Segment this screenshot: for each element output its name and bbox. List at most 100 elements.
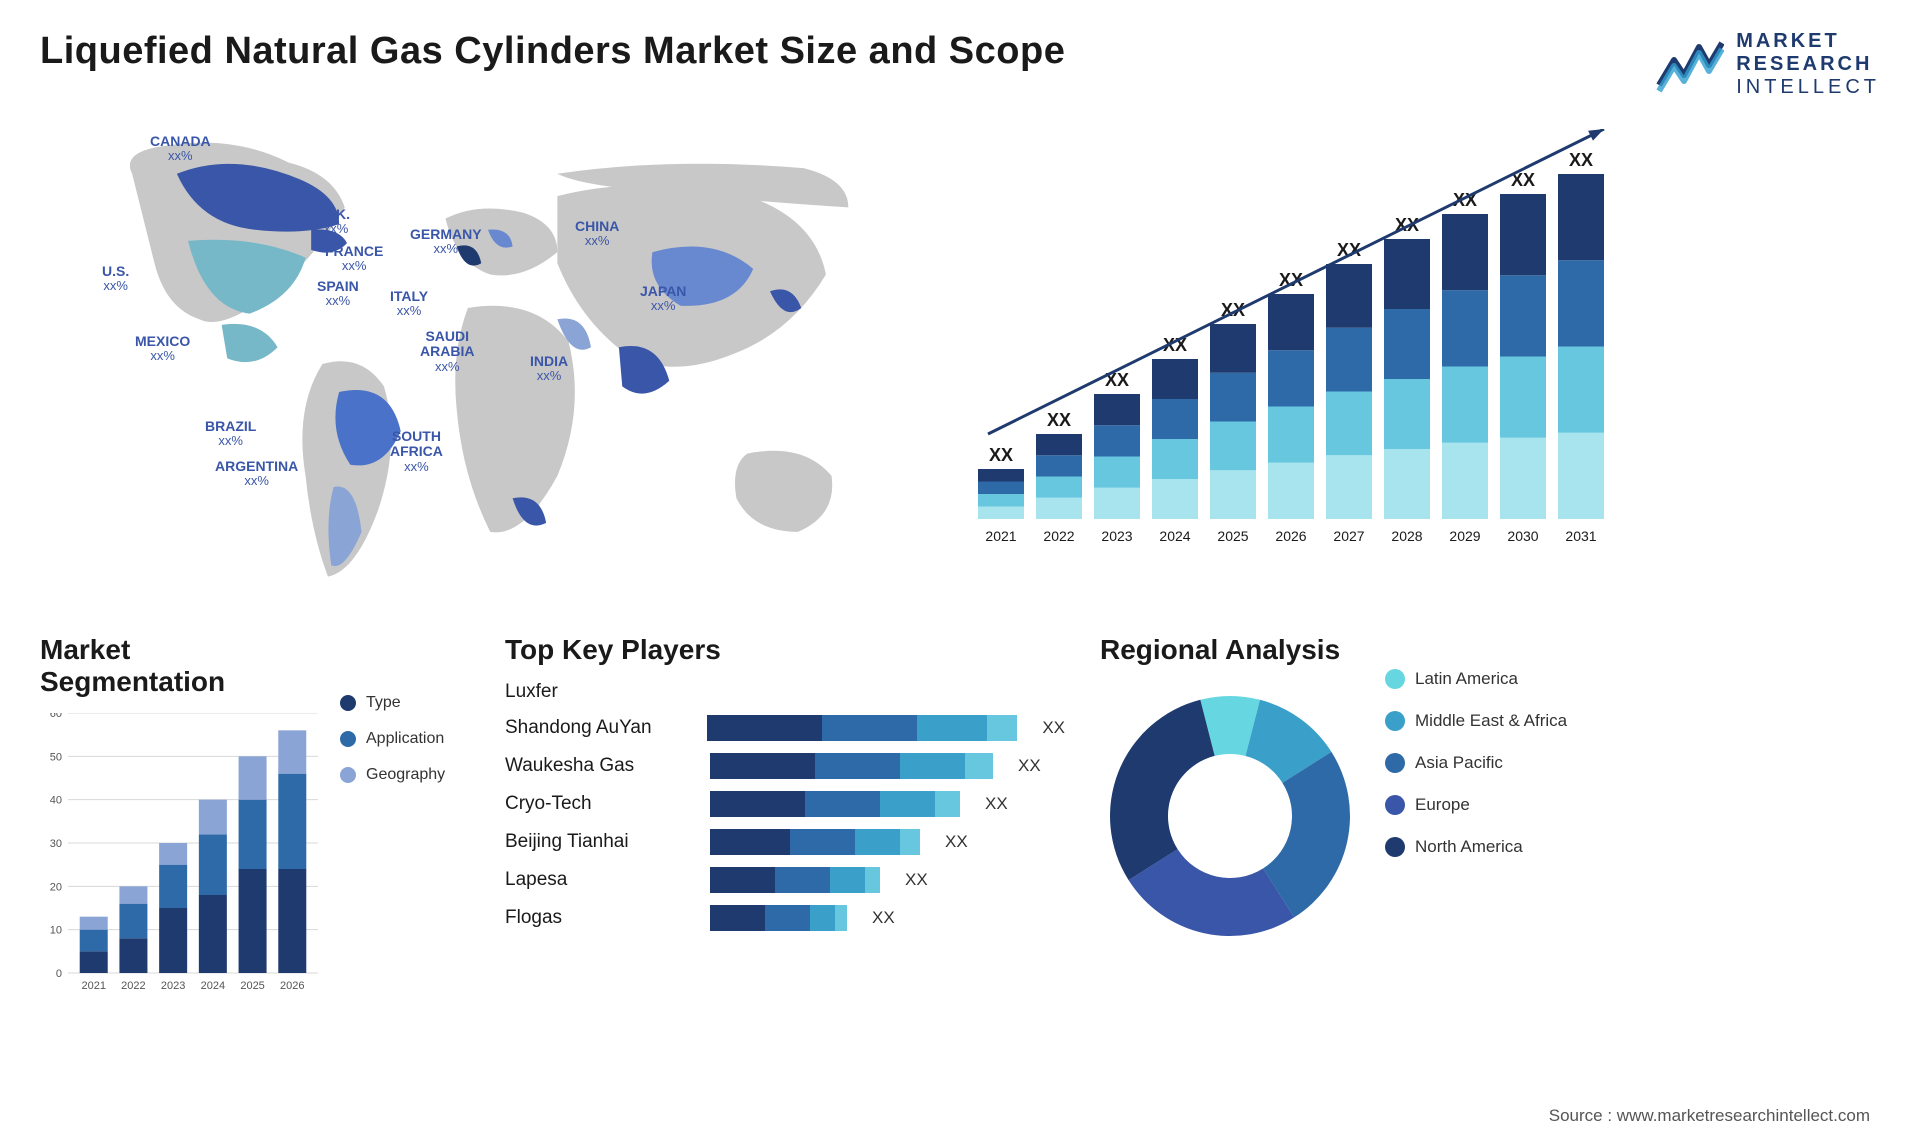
forecast-year-2031: 2031 [1565,528,1596,544]
forecast-bar-2023-seg3 [1094,394,1140,425]
map-label-saudi-arabia: SAUDIARABIAxx% [420,329,474,374]
svg-text:2024: 2024 [201,980,225,992]
seg-bar-2026-1 [278,774,306,869]
forecast-year-2023: 2023 [1101,528,1132,544]
svg-text:10: 10 [50,925,62,937]
forecast-bar-2031-seg2 [1558,260,1604,346]
map-label-spain: SPAINxx% [317,279,359,309]
forecast-bar-2030-seg0 [1500,438,1546,519]
player-row-shandong-auyan: Shandong AuYan XX [505,715,1065,741]
svg-text:2022: 2022 [121,980,145,992]
forecast-bar-2026-seg0 [1268,463,1314,519]
forecast-bar-2021-seg0 [978,507,1024,520]
seg-legend-application: Application [340,730,470,748]
player-row-luxfer: Luxfer [505,681,1065,703]
forecast-bar-2029-seg0 [1442,443,1488,519]
map-label-u-s-: U.S.xx% [102,264,129,294]
svg-text:2021: 2021 [81,980,105,992]
players-list: Luxfer Shandong AuYan XX Waukesha GasXX Cryo… [505,681,1065,931]
forecast-bar-label-2021: XX [989,445,1013,465]
players-panel: Top Key Players Luxfer Shandong AuYan XX Wa… [505,634,1065,1014]
forecast-bar-2027-seg3 [1326,264,1372,328]
players-title: Top Key Players [505,634,1065,666]
svg-text:40: 40 [50,795,62,807]
forecast-bar-2026-seg3 [1268,294,1314,350]
forecast-year-2029: 2029 [1449,528,1480,544]
trend-arrowhead [1588,129,1604,141]
player-value-flogas: XX [872,908,895,928]
seg-bar-2022-1 [119,904,147,939]
forecast-bar-2024-seg3 [1152,359,1198,399]
player-label-flogas: Flogas [505,907,695,929]
svg-text:2023: 2023 [161,980,185,992]
svg-text:2026: 2026 [280,980,304,992]
player-row-flogas: Flogas XX [505,905,1065,931]
map-label-canada: CANADAxx% [150,134,211,164]
map-label-u-k-: U.K.xx% [322,207,350,237]
seg-bar-2025-1 [239,800,267,869]
segmentation-legend: TypeApplicationGeography [340,634,470,1014]
forecast-bar-2022-seg1 [1036,477,1082,498]
player-label-beijing-tianhai: Beijing Tianhai [505,831,695,853]
seg-bar-2025-2 [239,756,267,799]
world-map-panel: CANADAxx%U.S.xx%MEXICOxx%BRAZILxx%ARGENT… [40,129,918,599]
player-row-waukesha-gas: Waukesha GasXX [505,753,1065,779]
world-map [40,129,918,599]
regional-title: Regional Analysis [1100,634,1360,666]
map-label-south-africa: SOUTHAFRICAxx% [390,429,443,474]
player-bar-beijing-tianhai [710,829,920,855]
player-value-cryo-tech: XX [985,794,1008,814]
map-label-italy: ITALYxx% [390,289,428,319]
player-value-beijing-tianhai: XX [945,832,968,852]
page-title: Liquefied Natural Gas Cylinders Market S… [40,30,1065,73]
forecast-bar-2031-seg1 [1558,347,1604,433]
region-legend-asia-pacific: Asia Pacific [1385,753,1585,773]
player-label-lapesa: Lapesa [505,869,695,891]
map-label-argentina: ARGENTINAxx% [215,459,298,489]
forecast-bar-2021-seg3 [978,469,1024,482]
player-row-cryo-tech: Cryo-TechXX [505,791,1065,817]
forecast-bar-2023-seg2 [1094,425,1140,456]
forecast-bar-2025-seg2 [1210,373,1256,422]
logo-text-2: RESEARCH [1736,53,1880,76]
player-label-shandong-auyan: Shandong AuYan [505,717,692,739]
regional-legend: Latin America Middle East & Africa Asia Pa… [1385,634,1585,1014]
player-row-beijing-tianhai: Beijing Tianhai XX [505,829,1065,855]
seg-bar-2025-0 [239,869,267,973]
player-row-lapesa: LapesaXX [505,867,1065,893]
forecast-chart-panel: XX2021XX2022XX2023XX2024XX2025XX2026XX20… [958,129,1880,599]
region-legend-middle-east-africa: Middle East & Africa [1385,711,1585,731]
donut-slice-north-america [1110,700,1215,880]
forecast-bar-2028-seg0 [1384,449,1430,519]
player-bar-cryo-tech [710,791,960,817]
svg-text:0: 0 [56,968,62,980]
logo-icon [1654,35,1724,95]
forecast-year-2021: 2021 [985,528,1016,544]
forecast-bar-2025-seg3 [1210,324,1256,373]
forecast-year-2027: 2027 [1333,528,1364,544]
forecast-year-2022: 2022 [1043,528,1074,544]
seg-bar-2024-1 [199,834,227,895]
forecast-year-2025: 2025 [1217,528,1248,544]
forecast-bar-2023-seg1 [1094,457,1140,488]
forecast-bar-2025-seg0 [1210,470,1256,519]
forecast-year-2026: 2026 [1275,528,1306,544]
source-attribution: Source : www.marketresearchintellect.com [1549,1106,1870,1126]
seg-bar-2022-0 [119,938,147,973]
map-label-india: INDIAxx% [530,354,568,384]
forecast-bar-2029-seg1 [1442,367,1488,443]
forecast-bar-2026-seg1 [1268,407,1314,463]
forecast-bar-2025-seg1 [1210,422,1256,471]
forecast-bar-2030-seg3 [1500,194,1546,275]
forecast-bar-2029-seg3 [1442,214,1488,290]
forecast-bar-2027-seg1 [1326,392,1372,456]
forecast-bar-2024-seg0 [1152,479,1198,519]
region-legend-latin-america: Latin America [1385,669,1585,689]
forecast-bar-2021-seg1 [978,494,1024,507]
map-label-china: CHINAxx% [575,219,619,249]
svg-text:30: 30 [50,838,62,850]
logo-text-3: INTELLECT [1736,76,1880,99]
forecast-bar-2030-seg1 [1500,357,1546,438]
player-value-shandong-auyan: XX [1042,718,1065,738]
forecast-bar-2029-seg2 [1442,290,1488,366]
